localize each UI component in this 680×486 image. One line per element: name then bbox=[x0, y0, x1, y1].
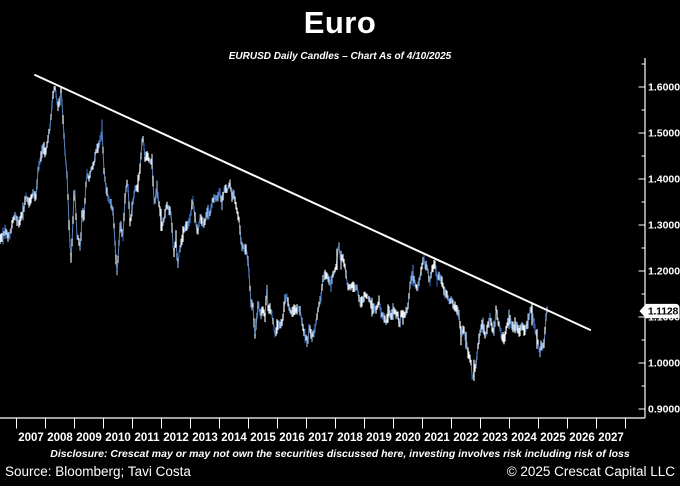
x-axis-label: 2022 bbox=[453, 432, 479, 444]
x-axis-label: 2011 bbox=[135, 432, 161, 444]
x-axis-label: 2025 bbox=[540, 432, 566, 444]
x-axis-label: 2027 bbox=[598, 432, 624, 444]
source-credit: Source: Bloomberg; Tavi Costa bbox=[5, 464, 191, 479]
x-axis-label: 2021 bbox=[424, 432, 450, 444]
chart-subtitle: EURUSD Daily Candles – Chart As of 4/10/… bbox=[228, 51, 452, 62]
x-axis-label: 2024 bbox=[511, 432, 537, 444]
x-axis: 2007 2008 2009 2010 2011 2012 2013 2014 2015 2016… bbox=[0, 417, 645, 444]
y-axis: 1.60001.50001.40001.30001.20001.10001.00… bbox=[638, 58, 680, 418]
copyright-notice: © 2025 Crescat Capital LLC bbox=[506, 464, 675, 479]
x-axis-label: 2018 bbox=[337, 432, 363, 444]
y-axis-label: 1.5000 bbox=[648, 128, 680, 140]
x-axis-label: 2012 bbox=[163, 432, 189, 444]
y-axis-label: 0.9000 bbox=[648, 404, 680, 416]
x-axis-label: 2026 bbox=[569, 432, 595, 444]
x-axis-label: 2009 bbox=[76, 432, 102, 444]
x-axis-label: 2007 bbox=[18, 432, 44, 444]
x-axis-label: 2014 bbox=[221, 432, 247, 444]
price-badge: 1.1128 bbox=[639, 303, 680, 319]
disclosure-text: Disclosure: Crescat may or may not own t… bbox=[50, 448, 630, 460]
x-axis-label: 2015 bbox=[250, 432, 276, 444]
y-axis-label: 1.4000 bbox=[648, 174, 680, 186]
trendline bbox=[34, 74, 592, 331]
x-axis-label: 2020 bbox=[395, 432, 421, 444]
x-axis-label: 2019 bbox=[366, 432, 392, 444]
y-axis-label: 1.2000 bbox=[648, 266, 680, 278]
x-axis-label: 2017 bbox=[308, 432, 334, 444]
x-axis-label: 2016 bbox=[279, 432, 305, 444]
x-axis-label: 2008 bbox=[47, 432, 73, 444]
candles-layer bbox=[0, 86, 548, 381]
y-axis-label: 1.3000 bbox=[648, 220, 680, 232]
x-axis-label: 2010 bbox=[105, 432, 131, 444]
source-row: Source: Bloomberg; Tavi Costa © 2025 Cre… bbox=[0, 462, 680, 484]
x-axis-label: 2023 bbox=[482, 432, 508, 444]
page-title: Euro bbox=[303, 5, 377, 40]
last-price-label: 1.1128 bbox=[648, 306, 679, 318]
y-axis-label: 1.0000 bbox=[648, 358, 680, 370]
y-axis-label: 1.6000 bbox=[648, 82, 680, 94]
x-axis-label: 2013 bbox=[192, 432, 218, 444]
